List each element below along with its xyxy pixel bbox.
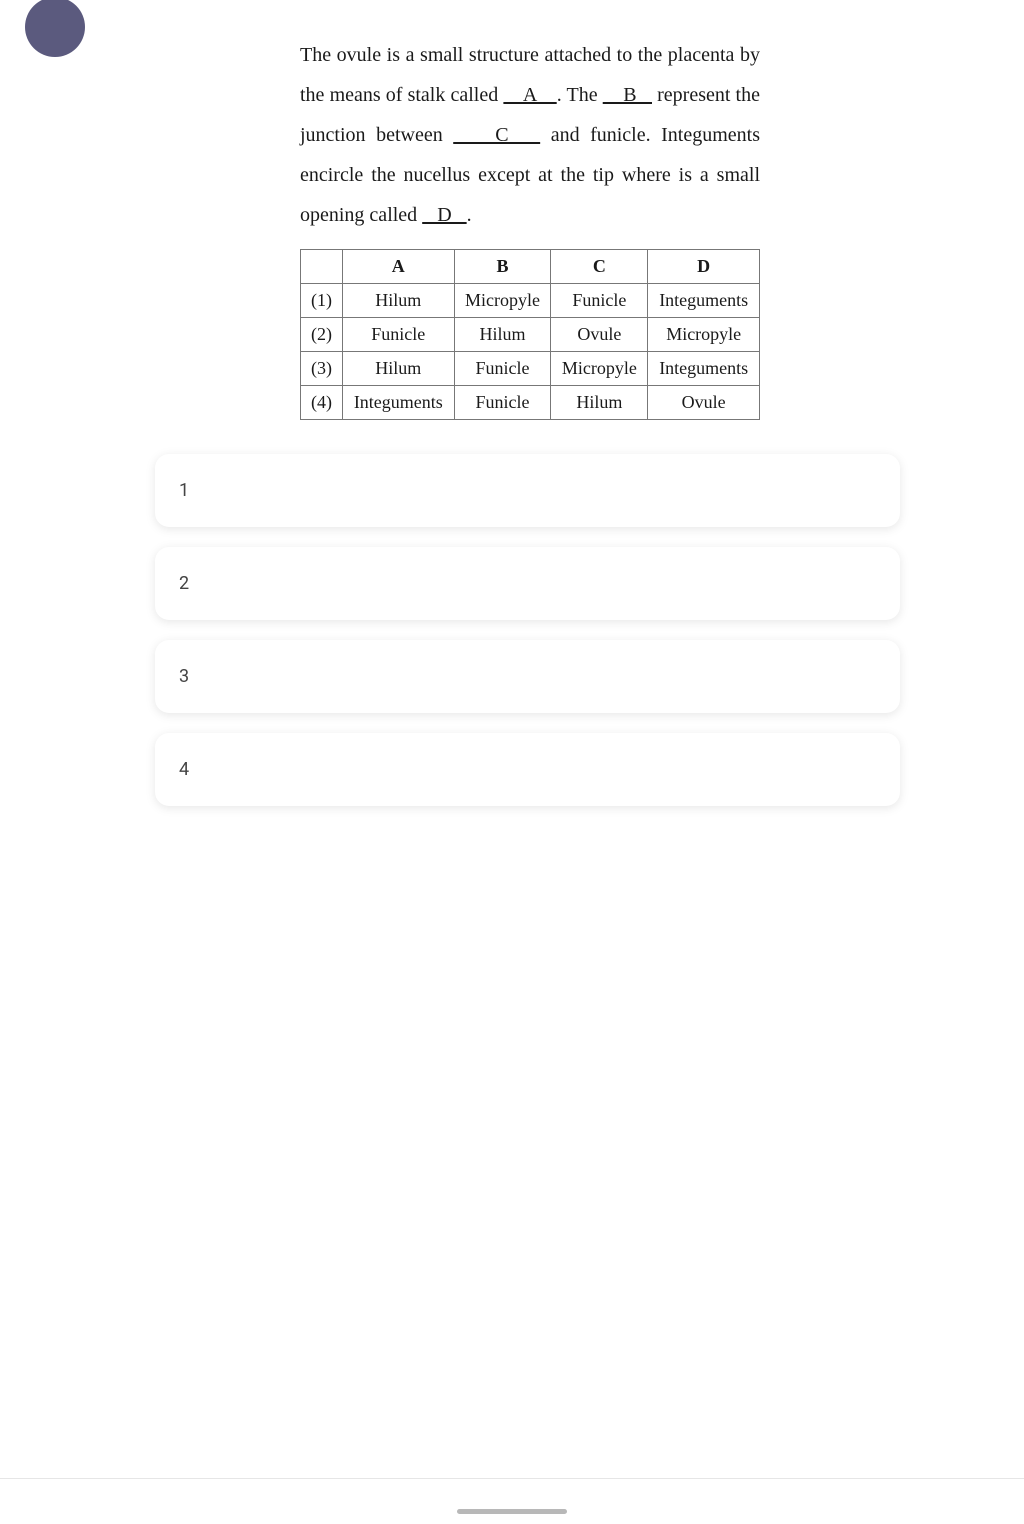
blank-B: B bbox=[603, 84, 652, 106]
drag-handle-icon[interactable] bbox=[457, 1509, 567, 1514]
table-row: (1)HilumMicropyleFunicleInteguments bbox=[301, 284, 760, 318]
avatar[interactable] bbox=[25, 0, 85, 57]
option-label: 1 bbox=[179, 480, 189, 501]
question-segment: . The bbox=[557, 84, 603, 106]
table-row: (2)FunicleHilumOvuleMicropyle bbox=[301, 318, 760, 352]
table-cell: Hilum bbox=[343, 284, 455, 318]
question-block: The ovule is a small structure attached … bbox=[300, 35, 760, 420]
table-cell: (4) bbox=[301, 386, 343, 420]
option-label: 3 bbox=[179, 666, 189, 687]
table-cell: (3) bbox=[301, 352, 343, 386]
table-header: B bbox=[454, 250, 551, 284]
blank-C: C bbox=[453, 124, 540, 146]
table-cell: Integuments bbox=[648, 352, 760, 386]
table-cell: Hilum bbox=[551, 386, 648, 420]
table-cell: Micropyle bbox=[648, 318, 760, 352]
option-3[interactable]: 3 bbox=[155, 640, 900, 713]
table-cell: Funicle bbox=[343, 318, 455, 352]
table-header: A bbox=[343, 250, 455, 284]
table-row: (4)IntegumentsFunicleHilumOvule bbox=[301, 386, 760, 420]
answer-table: ABCD(1)HilumMicropyleFunicleInteguments(… bbox=[300, 249, 760, 420]
table-cell: Hilum bbox=[343, 352, 455, 386]
table-cell: Funicle bbox=[454, 386, 551, 420]
option-4[interactable]: 4 bbox=[155, 733, 900, 806]
table-cell: Micropyle bbox=[454, 284, 551, 318]
table-header: D bbox=[648, 250, 760, 284]
table-cell: Funicle bbox=[454, 352, 551, 386]
table-row: (3)HilumFunicleMicropyleInteguments bbox=[301, 352, 760, 386]
table-cell: Funicle bbox=[551, 284, 648, 318]
blank-D: D bbox=[422, 204, 466, 226]
blank-A: A bbox=[503, 84, 556, 106]
table-cell: (2) bbox=[301, 318, 343, 352]
option-label: 4 bbox=[179, 759, 189, 780]
table-cell: Hilum bbox=[454, 318, 551, 352]
bottom-bar bbox=[0, 1478, 1024, 1524]
table-cell: Integuments bbox=[648, 284, 760, 318]
options-list: 1 2 3 4 bbox=[155, 454, 900, 806]
table-cell: Ovule bbox=[551, 318, 648, 352]
table-header: C bbox=[551, 250, 648, 284]
option-1[interactable]: 1 bbox=[155, 454, 900, 527]
table-cell: Ovule bbox=[648, 386, 760, 420]
option-label: 2 bbox=[179, 573, 189, 594]
question-segment: . bbox=[467, 204, 472, 226]
table-cell: (1) bbox=[301, 284, 343, 318]
table-cell: Integuments bbox=[343, 386, 455, 420]
table-header bbox=[301, 250, 343, 284]
question-text: The ovule is a small structure attached … bbox=[300, 35, 760, 235]
table-cell: Micropyle bbox=[551, 352, 648, 386]
option-2[interactable]: 2 bbox=[155, 547, 900, 620]
